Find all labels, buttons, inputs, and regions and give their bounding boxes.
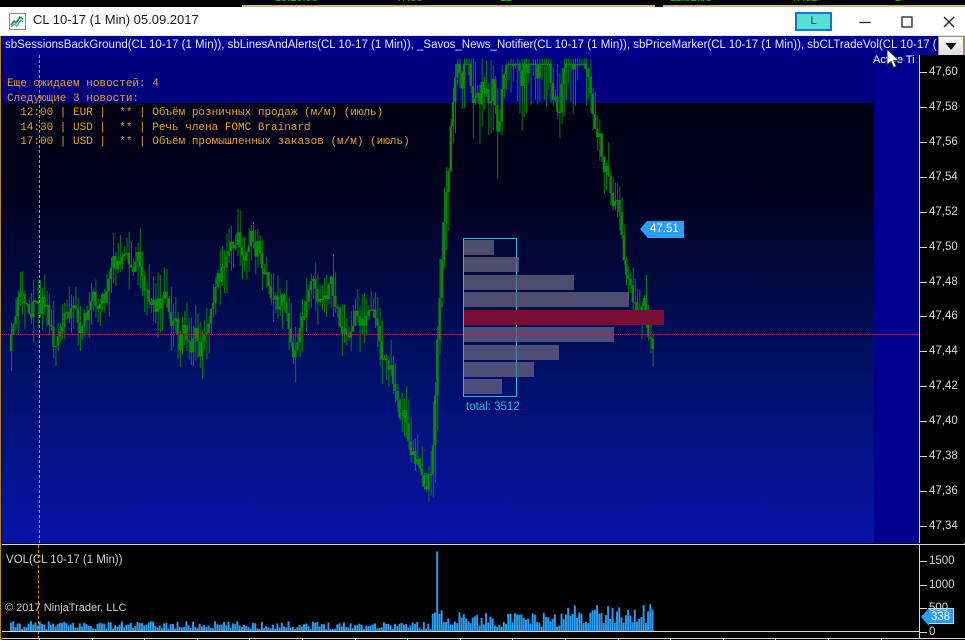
price-axis-tick	[920, 246, 927, 248]
volume-axis[interactable]: 338 1500 1000 500 0	[919, 544, 965, 638]
session-start-line	[39, 55, 40, 543]
volume-profile-row	[464, 240, 494, 255]
price-axis-tick	[920, 490, 927, 492]
volume-axis-tick	[920, 560, 927, 562]
volume-profile-row	[464, 379, 502, 395]
news-text: Еще ожидаем новостей: 4 Следующие 3 ново…	[7, 78, 410, 148]
volume-axis-tick	[920, 632, 927, 633]
price-axis-label: 47,52	[929, 205, 958, 218]
price-axis-tick	[920, 281, 927, 283]
price-marker-badge: 47.51	[640, 221, 684, 239]
titlebar[interactable]: CL 10-17 (1 Min) 05.09.2017 L	[0, 7, 965, 36]
price-axis-label: 47,42	[929, 380, 958, 393]
ts-cell-5: 2	[895, 0, 901, 4]
strip-divider	[0, 5, 965, 7]
price-axis-label: 47,50	[929, 240, 958, 253]
volume-profile-row	[464, 309, 664, 325]
volume-axis-label: 500	[929, 602, 949, 615]
volume-axis-label: 1500	[929, 554, 955, 567]
strip-mask-mid	[655, 0, 663, 7]
ts-cell-4: 47,51	[790, 0, 818, 4]
ts-cell-1: 47,60	[395, 0, 423, 4]
last-price-line	[2, 333, 919, 335]
price-axis-tick	[920, 107, 927, 109]
volume-profile-row	[464, 257, 519, 273]
ts-cell-0: 10:20:00	[275, 0, 318, 4]
volume-axis-tick	[920, 584, 927, 586]
price-axis-label: 47,38	[929, 449, 958, 462]
window-title: CL 10-17 (1 Min) 05.09.2017	[33, 12, 199, 27]
price-axis-label: 47,58	[929, 101, 958, 114]
time-and-sales-row: 10:20:00 47,60 11 11:02:55 47,51 2	[0, 0, 965, 6]
price-axis-tick	[920, 351, 927, 353]
price-axis-tick	[920, 455, 927, 457]
volume-profile-row	[464, 362, 534, 377]
price-axis-tick	[920, 142, 927, 144]
price-axis[interactable]: 47,45 47,6047,5847,5647,5447,5247,5047,4…	[919, 55, 965, 543]
price-axis-label: 47,54	[929, 171, 958, 183]
price-axis-tick	[920, 316, 927, 318]
news-panel-background	[2, 55, 874, 103]
price-pane[interactable]: Еще ожидаем новостей: 4 Следующие 3 ново…	[2, 55, 919, 543]
chart-area: sbSessionsBackGround(CL 10-17 (1 Min)), …	[0, 36, 965, 640]
volume-pane[interactable]: VOL(CL 10-17 (1 Min))	[2, 544, 919, 638]
ts-cell-3: 11:02:55	[670, 0, 712, 4]
price-axis-label: 47,36	[929, 484, 958, 497]
price-axis-tick	[920, 72, 927, 74]
volume-profile-row	[464, 274, 574, 290]
close-icon[interactable]	[928, 11, 965, 32]
price-axis-tick	[920, 421, 927, 422]
maximize-icon[interactable]	[886, 11, 928, 32]
volume-indicator-label: VOL(CL 10-17 (1 Min))	[6, 554, 123, 566]
chevron-down-icon[interactable]	[938, 36, 964, 58]
price-bars	[10, 58, 654, 502]
price-axis-label: 47,46	[929, 310, 958, 323]
news-notifier: Еще ожидаем новостей: 4 Следующие 3 ново…	[7, 77, 410, 150]
volume-profile-row	[464, 292, 629, 308]
price-axis-tick	[920, 177, 927, 178]
copyright-notice: © 2017 NinjaTrader, LLC	[5, 602, 127, 614]
chart-icon	[9, 13, 26, 30]
mouse-cursor-icon	[886, 47, 902, 75]
price-axis-label: 47,44	[929, 345, 958, 358]
volume-session-line	[38, 545, 39, 638]
price-axis-tick	[920, 525, 927, 527]
price-axis-tick	[920, 386, 927, 388]
volume-marker-badge: 338	[920, 607, 955, 626]
volume-bars	[2, 551, 919, 632]
strip-mask-left	[0, 0, 242, 7]
link-button[interactable]: L	[795, 12, 832, 31]
price-axis-label: 47,34	[929, 519, 958, 532]
volume-axis-label: 1000	[929, 578, 955, 591]
ts-cell-2: 11	[500, 0, 511, 4]
volume-axis-tick	[920, 608, 927, 610]
price-axis-label: 47,40	[929, 415, 958, 427]
background-window-strip: 10:20:00 47,60 11 11:02:55 47,51 2	[0, 0, 965, 7]
price-axis-label: 47,56	[929, 136, 958, 149]
price-axis-tick	[920, 211, 927, 213]
minimize-icon[interactable]	[844, 11, 886, 32]
volume-axis-label: 0	[929, 626, 936, 638]
session-background-current	[874, 55, 919, 543]
volume-profile-row	[464, 344, 559, 360]
price-axis-label: 47,48	[929, 275, 958, 288]
indicator-label[interactable]: sbSessionsBackGround(CL 10-17 (1 Min)), …	[2, 36, 937, 55]
price-axis-label: 47,60	[929, 66, 958, 79]
volume-profile-total: total: 3512	[466, 401, 520, 413]
